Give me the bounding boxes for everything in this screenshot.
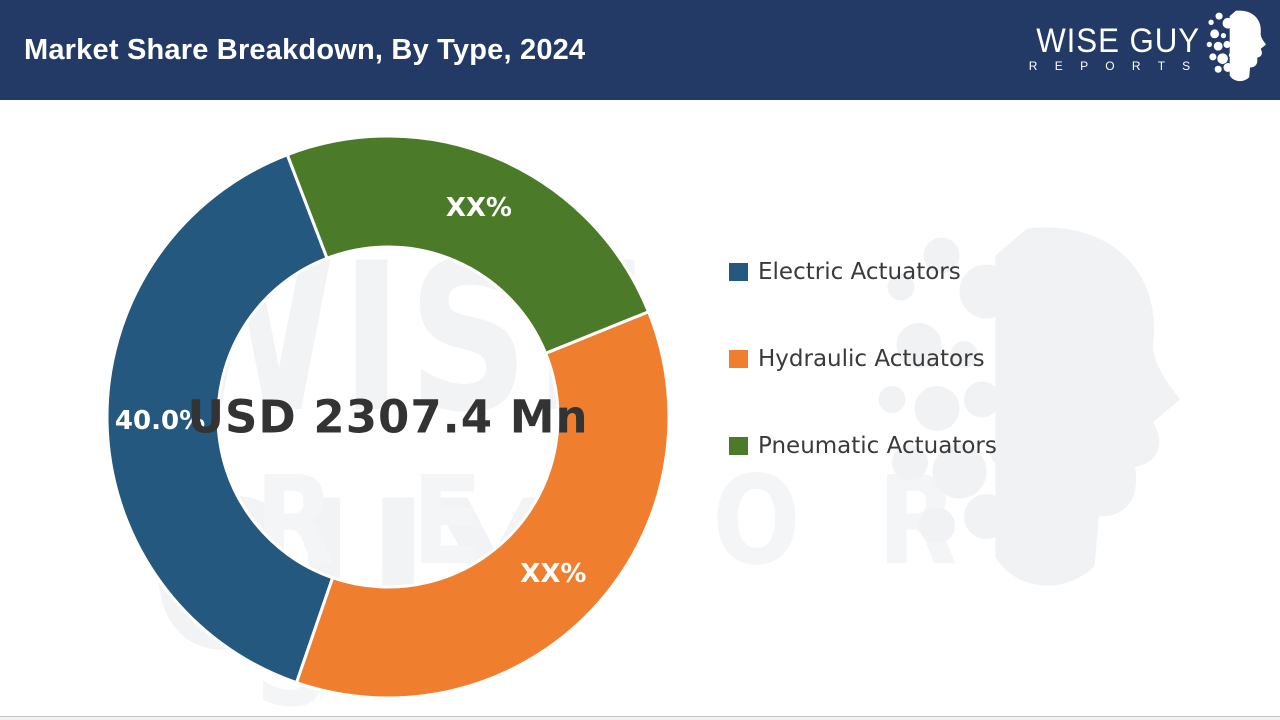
legend-item-label: Pneumatic Actuators xyxy=(758,432,997,459)
header-bar: Market Share Breakdown, By Type, 2024 WI… xyxy=(0,0,1280,100)
page-title: Market Share Breakdown, By Type, 2024 xyxy=(24,33,586,66)
chart-legend: Electric Actuators Hydraulic Actuators Pne… xyxy=(729,258,997,519)
donut-segment-hydraulic-actuators xyxy=(295,310,671,700)
slice-value-label: XX% xyxy=(520,559,586,589)
wiseguy-logo-line1: WISE GUY xyxy=(1036,22,1200,61)
wiseguy-logo-line2: R E P O R T S xyxy=(1028,58,1198,73)
legend-swatch xyxy=(729,436,748,455)
slice-value-label: 40.0% xyxy=(115,406,205,436)
legend-item-electric-actuators: Electric Actuators xyxy=(729,258,997,285)
legend-item-pneumatic-actuators: Pneumatic Actuators xyxy=(729,432,997,459)
legend-item-hydraulic-actuators: Hydraulic Actuators xyxy=(729,345,997,372)
wiseguy-face-icon xyxy=(1206,10,1266,82)
slice-value-label: XX% xyxy=(446,193,512,223)
wiseguy-logo-text: WISE GUY R E P O R T S xyxy=(1022,22,1200,73)
donut-center-value: USD 2307.4 Mn xyxy=(187,390,589,444)
legend-item-label: Electric Actuators xyxy=(758,258,961,285)
footer-strip xyxy=(0,717,1280,720)
donut-chart: 40.0% XX% XX% xyxy=(104,133,672,701)
legend-swatch xyxy=(729,349,748,368)
wiseguy-logo: WISE GUY R E P O R T S xyxy=(1022,8,1266,88)
legend-swatch xyxy=(729,262,748,281)
legend-item-label: Hydraulic Actuators xyxy=(758,345,985,372)
footer-divider xyxy=(0,716,1280,717)
donut-segment-electric-actuators xyxy=(105,153,335,685)
donut-segment-pneumatic-actuators xyxy=(285,134,651,355)
